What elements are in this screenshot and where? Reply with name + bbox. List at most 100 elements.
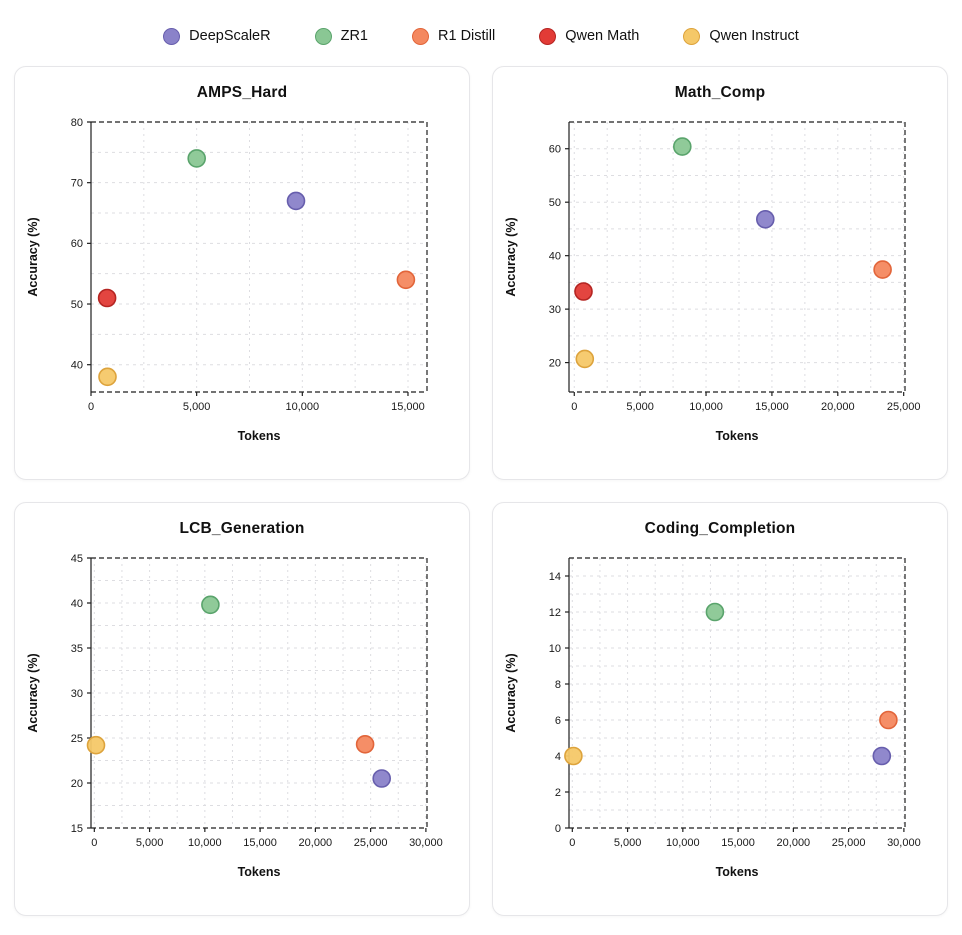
x-tick-label: 5,000 [136, 837, 164, 849]
scatter-point-qwen-instruct [86, 735, 106, 755]
x-tick-label: 20,000 [299, 837, 333, 849]
y-tick-label: 25 [71, 733, 83, 745]
scatter-point-qwen-math [97, 288, 117, 308]
chart-card-coding-completion: Coding_Completion 0 5,000 10,000 15,000 20,0… [492, 502, 948, 916]
y-tick-label: 4 [555, 751, 561, 763]
y-axis-label: Accuracy (%) [504, 653, 518, 732]
y-tick-label: 45 [71, 553, 83, 565]
y-tick-label: 35 [71, 643, 83, 655]
x-tick-label: 15,000 [243, 837, 277, 849]
scatter-point-qwen-instruct [564, 746, 583, 766]
x-axis-label: Tokens [238, 429, 281, 443]
legend-dot-r1-distill-icon [412, 27, 429, 45]
y-tick-label: 40 [71, 359, 83, 371]
y-tick-label: 12 [549, 607, 561, 619]
scatter-point-qwen-instruct [575, 349, 595, 369]
x-tick-label: 10,000 [285, 401, 319, 413]
scatter-point-deepscaler [755, 210, 775, 229]
y-tick-label: 6 [555, 715, 561, 727]
y-tick-label: 14 [549, 571, 561, 583]
chart-title: Math_Comp [674, 84, 766, 101]
x-tick-label: 0 [88, 401, 94, 413]
x-tick-label: 0 [91, 837, 97, 849]
y-tick-label: 20 [71, 778, 83, 790]
y-tick-label: 50 [71, 299, 83, 311]
x-tick-label: 10,000 [689, 401, 723, 413]
y-tick-label: 15 [71, 823, 83, 835]
x-tick-label: 20,000 [777, 837, 811, 849]
x-tick-label: 10,000 [666, 837, 700, 849]
y-tick-label: 20 [549, 357, 561, 369]
y-tick-label: 40 [549, 250, 561, 262]
y-tick-label: 0 [555, 823, 561, 835]
scatter-plot-math-comp: 0 5,000 10,000 15,000 20,000 25,000 20 30 40 50 60… [504, 121, 921, 443]
scatter-point-r1-distill [396, 270, 416, 290]
x-tick-label: 15,000 [721, 837, 755, 849]
scatter-plot-lcb-generation: 0 5,000 10,000 15,000 20,000 25,000 30,000 15 20… [26, 553, 443, 879]
legend-item-qwen-math: Qwen Math [539, 27, 640, 45]
legend-label: DeepScaleR [189, 28, 271, 44]
x-tick-label: 30,000 [409, 837, 443, 849]
y-tick-label: 70 [71, 177, 83, 189]
legend-dot-zr1-icon [314, 27, 332, 45]
y-tick-label: 60 [71, 238, 83, 250]
x-tick-label: 10,000 [188, 837, 222, 849]
legend-label: ZR1 [340, 28, 368, 44]
scatter-point-deepscaler [872, 746, 892, 766]
x-axis-label: Tokens [716, 865, 759, 879]
scatter-point-zr1 [187, 149, 206, 168]
chart-card-lcb-generation: LCB_Generation 0 5,000 10,000 15,000 20,000 2… [14, 502, 470, 916]
legend-item-deepscaler: DeepScaleR [163, 27, 271, 45]
legend-item-zr1: ZR1 [314, 27, 368, 45]
chart-title: LCB_Generation [179, 520, 305, 537]
y-axis-label: Accuracy (%) [26, 653, 40, 732]
scatter-point-zr1 [201, 595, 220, 615]
chart-card-amps-hard: AMPS_Hard 0 5,000 10,000 15,000 40 50 60 70 80 To… [14, 66, 470, 480]
y-tick-label: 30 [71, 688, 83, 700]
y-tick-label: 60 [549, 144, 561, 156]
scatter-point-qwen-instruct [98, 367, 117, 387]
x-tick-label: 20,000 [821, 401, 855, 413]
y-axis-label: Accuracy (%) [504, 217, 518, 296]
legend-item-qwen-instruct: Qwen Instruct [683, 27, 799, 45]
x-tick-label: 0 [571, 401, 577, 413]
scatter-point-r1-distill [879, 710, 898, 730]
chart-legend: DeepScaleR ZR1 R1 Distill Qwen Math Qwen… [0, 0, 962, 56]
x-tick-label: 5,000 [626, 401, 654, 413]
scatter-point-r1-distill [355, 735, 375, 754]
scatter-plot-coding-completion: 0 5,000 10,000 15,000 20,000 25,000 30,000 0 2 4 6… [504, 557, 921, 879]
scatter-point-zr1 [673, 137, 692, 156]
x-tick-label: 25,000 [832, 837, 866, 849]
y-tick-label: 50 [549, 197, 561, 209]
y-axis-label: Accuracy (%) [26, 217, 40, 296]
legend-label: R1 Distill [438, 28, 496, 44]
x-tick-label: 5,000 [183, 401, 211, 413]
legend-dot-qwen-math-icon [539, 27, 557, 45]
legend-label: Qwen Math [565, 28, 640, 44]
legend-dot-qwen-instruct-icon [683, 27, 701, 45]
y-tick-label: 2 [555, 787, 561, 799]
y-tick-label: 30 [549, 304, 561, 316]
y-tick-label: 80 [71, 117, 83, 129]
x-tick-label: 25,000 [887, 401, 921, 413]
scatter-point-deepscaler [372, 769, 392, 788]
y-tick-label: 8 [555, 679, 561, 691]
chart-title: Coding_Completion [644, 520, 796, 537]
y-tick-label: 10 [549, 643, 561, 655]
x-axis-label: Tokens [716, 429, 759, 443]
legend-item-r1-distill: R1 Distill [412, 27, 496, 45]
chart-title: AMPS_Hard [196, 84, 288, 101]
x-tick-label: 0 [569, 837, 575, 849]
scatter-point-qwen-math [574, 282, 593, 301]
legend-dot-deepscaler-icon [163, 27, 181, 45]
charts-grid: AMPS_Hard 0 5,000 10,000 15,000 40 50 60 70 80 To… [14, 66, 948, 916]
y-tick-label: 40 [71, 598, 83, 610]
scatter-point-deepscaler [286, 191, 306, 211]
x-tick-label: 15,000 [755, 401, 789, 413]
scatter-point-zr1 [705, 602, 725, 622]
chart-card-math-comp: Math_Comp 0 5,000 10,000 15,000 20,000 25,000… [492, 66, 948, 480]
x-tick-label: 30,000 [887, 837, 921, 849]
legend-label: Qwen Instruct [709, 28, 799, 44]
scatter-point-r1-distill [873, 260, 892, 279]
x-tick-label: 5,000 [614, 837, 642, 849]
